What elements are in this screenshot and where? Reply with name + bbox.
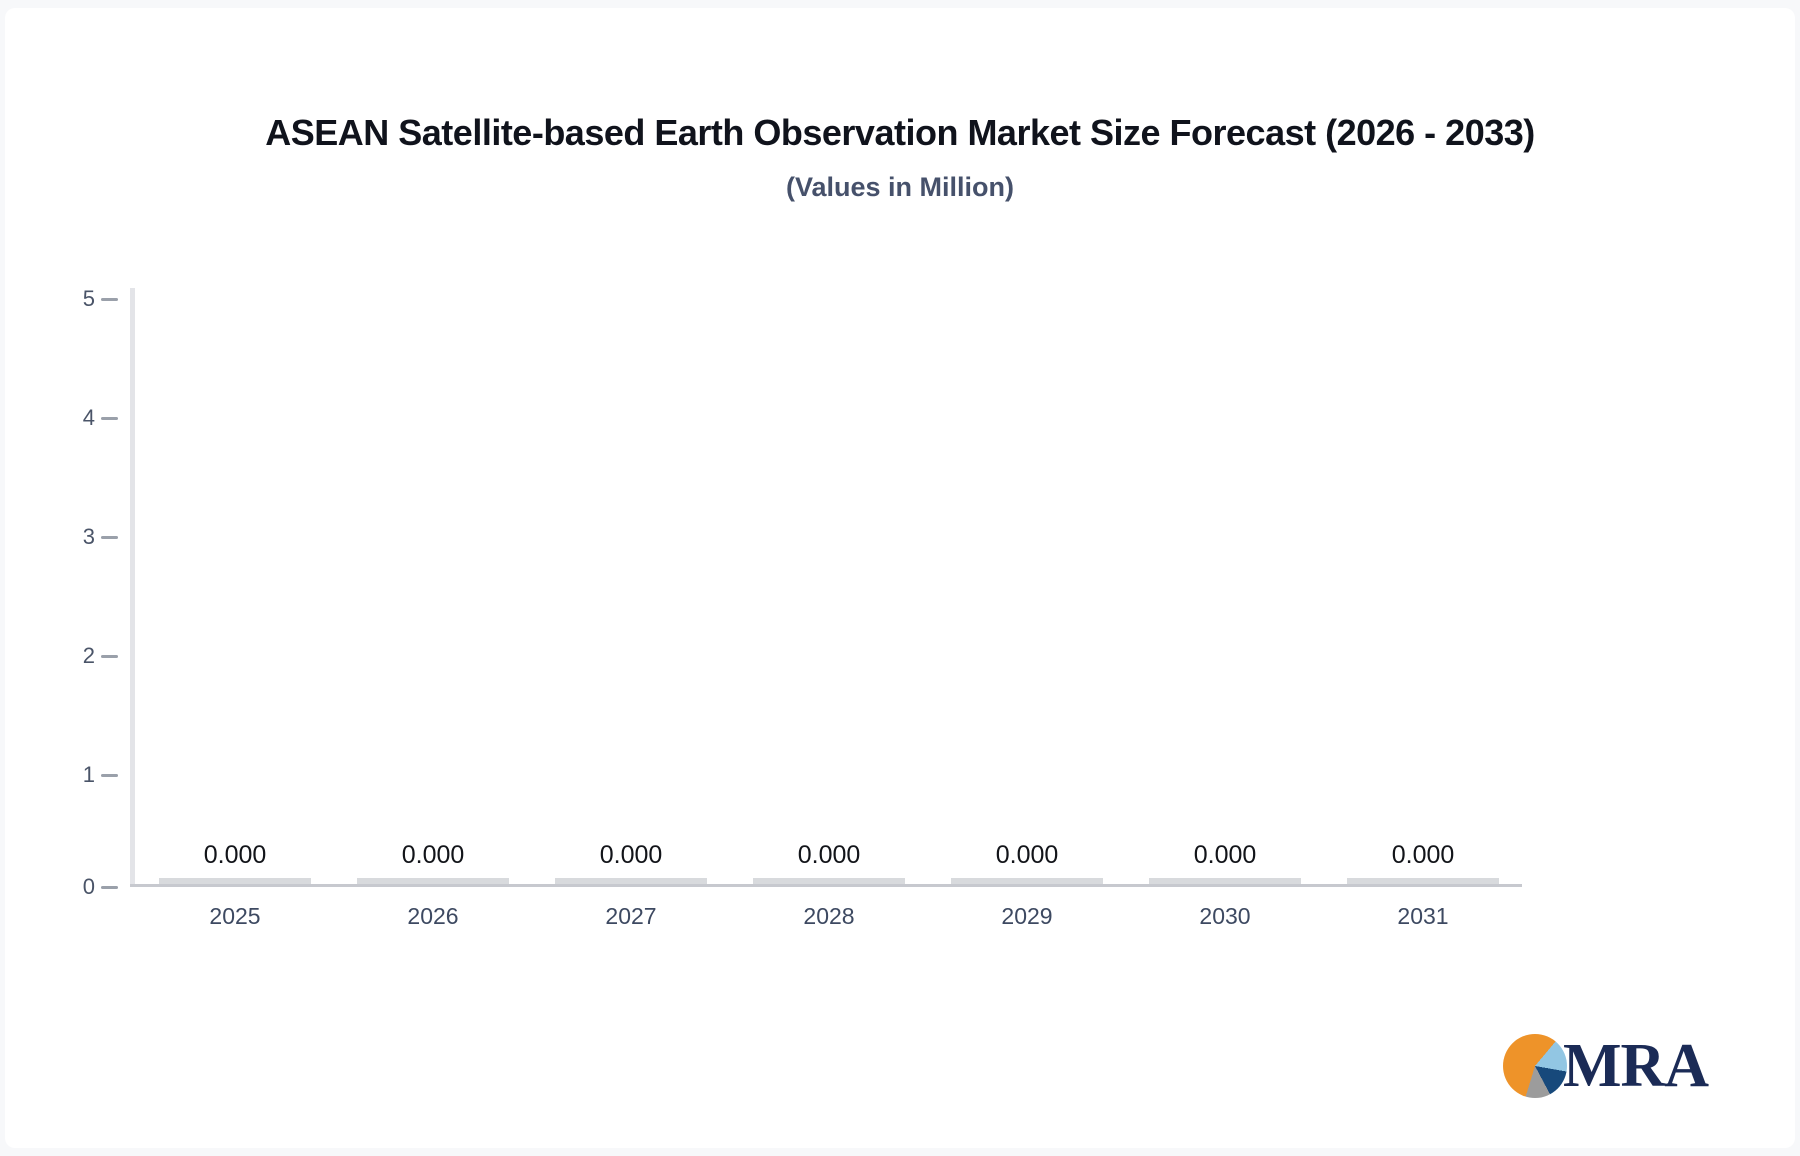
x-axis-line — [130, 884, 1522, 887]
y-tick-mark — [101, 886, 118, 889]
bar-column: 0.000 — [532, 8, 730, 884]
chart-card: ASEAN Satellite-based Earth Observation … — [5, 8, 1795, 1148]
x-axis-labels: 2025 2026 2027 2028 2029 2030 2031 — [136, 903, 1522, 930]
bar — [159, 878, 311, 884]
bar — [357, 878, 509, 884]
bar-value-label: 0.000 — [995, 841, 1059, 869]
bar-value-label: 0.000 — [599, 841, 663, 869]
bar — [951, 878, 1103, 884]
y-tick-label: 2 — [82, 643, 95, 668]
bar — [1347, 878, 1499, 884]
pie-chart-icon — [1503, 1034, 1567, 1098]
y-tick-label: 0 — [82, 874, 95, 899]
y-tick-label: 4 — [82, 405, 95, 430]
bar-column: 0.000 — [334, 8, 532, 884]
x-axis-label: 2025 — [209, 903, 261, 929]
bar-column: 0.000 — [1324, 8, 1522, 884]
plot-area: 5 4 3 2 1 0 0.000 0.0 — [5, 8, 1795, 1148]
x-axis-label: 2027 — [605, 903, 657, 929]
y-tick-mark — [101, 298, 118, 301]
mra-logo: MRA — [1503, 1032, 1709, 1100]
x-axis-label: 2028 — [803, 903, 855, 929]
bar-column: 0.000 — [730, 8, 928, 884]
x-axis-label: 2031 — [1397, 903, 1449, 929]
y-tick-label: 1 — [82, 762, 95, 787]
bar-value-label: 0.000 — [1391, 841, 1455, 869]
y-tick-mark — [101, 774, 118, 777]
chart-title: ASEAN Satellite-based Earth Observation … — [265, 112, 1535, 153]
y-tick-label: 3 — [82, 524, 95, 549]
chart-subtitle: (Values in Million) — [785, 172, 1015, 202]
y-tick-mark — [101, 417, 118, 420]
bar — [1149, 878, 1301, 884]
bar-column: 0.000 — [1126, 8, 1324, 884]
logo-text: MRA — [1563, 1032, 1709, 1100]
y-axis-line — [130, 288, 135, 887]
bar — [753, 878, 905, 884]
bar-columns: 0.000 0.000 0.000 0.000 0.000 0.000 — [136, 8, 1522, 884]
x-axis-label: 2030 — [1199, 903, 1251, 929]
bar-column: 0.000 — [136, 8, 334, 884]
x-axis-label: 2026 — [407, 903, 459, 929]
bar-value-label: 0.000 — [203, 841, 267, 869]
y-tick-label: 5 — [82, 286, 95, 311]
bar — [555, 878, 707, 884]
bar-value-label: 0.000 — [1193, 841, 1257, 869]
bar-value-label: 0.000 — [797, 841, 861, 869]
y-tick-mark — [101, 536, 118, 539]
bar-value-label: 0.000 — [401, 841, 465, 869]
bar-column: 0.000 — [928, 8, 1126, 884]
y-tick-mark — [101, 655, 118, 658]
x-axis-label: 2029 — [1001, 903, 1053, 929]
